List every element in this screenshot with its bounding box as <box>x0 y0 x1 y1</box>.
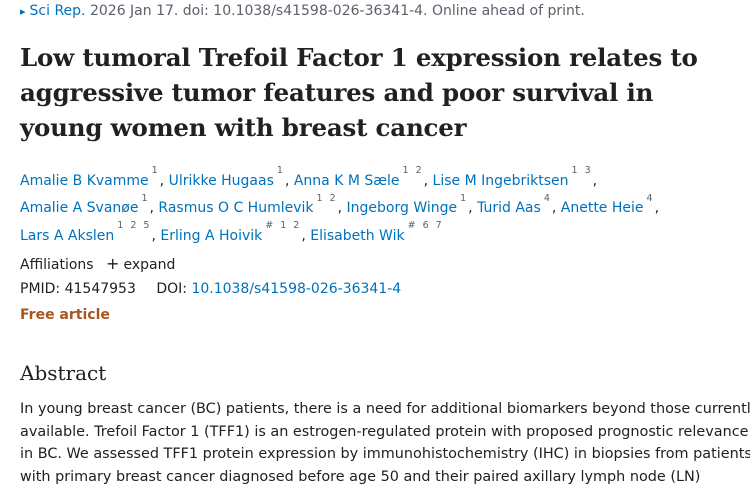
triangle-right-icon[interactable]: ▸ <box>20 5 26 18</box>
affiliation-marker[interactable]: 1 <box>141 192 150 204</box>
affiliation-marker[interactable]: # 6 7 <box>407 220 444 232</box>
abstract-line: in BC. We assessed TFF1 protein expressi… <box>20 446 750 462</box>
affiliations-label: Affiliations <box>20 257 94 273</box>
author-link[interactable]: Amalie A Svanøe <box>20 200 139 217</box>
identifiers-row: PMID: 41547953 DOI: 10.1038/s41598-026-3… <box>20 281 401 297</box>
pmid-label: PMID: <box>20 281 61 297</box>
author-link[interactable]: Elisabeth Wik <box>310 227 405 244</box>
affiliation-marker[interactable]: 1 2 5 <box>117 220 152 232</box>
author-link[interactable]: Anna K M Sæle <box>293 172 400 189</box>
abstract-line: with primary breast cancer diagnosed bef… <box>20 468 701 485</box>
author-list: Amalie B Kvamme1, Ulrikke Hugaas1, Anna … <box>20 165 660 244</box>
expand-affiliations-button[interactable]: + expand <box>106 254 176 273</box>
affiliation-marker[interactable]: 4 <box>646 192 655 204</box>
free-article-badge[interactable]: Free article <box>20 307 110 323</box>
doi-link[interactable]: 10.1038/s41598-026-36341-4 <box>191 281 402 297</box>
author-link[interactable]: Erling A Hoivik <box>160 227 263 244</box>
author-link[interactable]: Amalie B Kvamme <box>20 172 149 189</box>
author-link[interactable]: Ingeborg Winge <box>346 200 458 217</box>
affiliation-marker[interactable]: # 1 2 <box>265 220 302 232</box>
expand-label: expand <box>123 257 176 273</box>
affiliation-marker[interactable]: 1 2 <box>316 192 338 204</box>
abstract-line: In young breast cancer (BC) patients, th… <box>20 401 750 417</box>
affiliation-marker[interactable]: 1 2 <box>402 165 424 176</box>
journal-link[interactable]: Sci Rep. <box>29 3 86 19</box>
author-link[interactable]: Rasmus O C Humlevik <box>158 200 314 217</box>
pmid-value: 41547953 <box>64 281 136 297</box>
author-link[interactable]: Turid Aas <box>477 200 541 217</box>
affiliation-marker[interactable]: 1 3 <box>571 165 593 176</box>
author-link[interactable]: Lise M Ingebriktsen <box>432 172 569 189</box>
affiliation-marker[interactable]: 4 <box>543 192 552 204</box>
author-link[interactable]: Anette Heie <box>560 200 644 217</box>
citation-line: ▸ Sci Rep. 2026 Jan 17. doi: 10.1038/s415… <box>20 3 585 19</box>
affiliation-marker[interactable]: 1 <box>460 192 469 204</box>
article-title: Low tumoral Trefoil Factor 1 expression … <box>20 43 698 142</box>
abstract-text: In young breast cancer (BC) patients, th… <box>20 398 750 488</box>
doi-label: DOI: <box>156 281 187 297</box>
abstract-heading: Abstract <box>20 361 107 385</box>
plus-icon: + <box>106 254 120 273</box>
citation-details: 2026 Jan 17. doi: 10.1038/s41598-026-363… <box>85 3 585 19</box>
abstract-line: available. Trefoil Factor 1 (TFF1) is an… <box>20 423 749 440</box>
affiliation-marker[interactable]: 1 <box>151 165 160 176</box>
affiliation-marker[interactable]: 1 <box>276 165 285 176</box>
author-link[interactable]: Lars A Akslen <box>20 227 115 244</box>
author-link[interactable]: Ulrikke Hugaas <box>168 172 274 189</box>
affiliations-row: Affiliations + expand <box>20 254 175 273</box>
